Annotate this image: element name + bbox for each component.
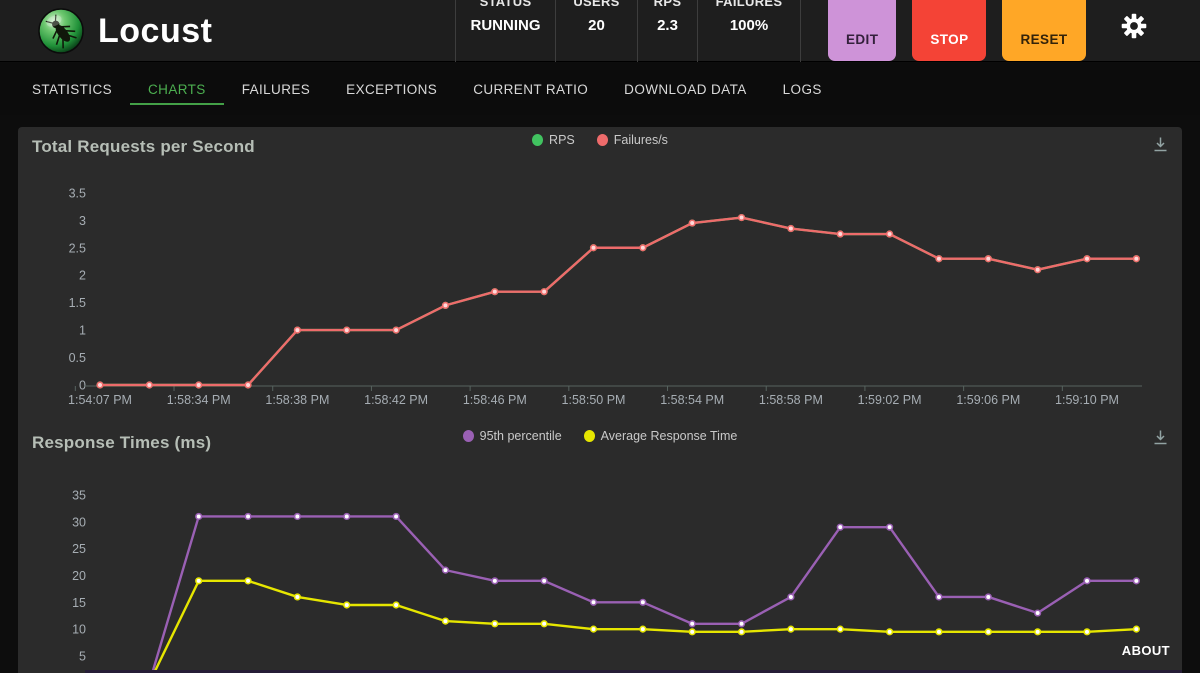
stop-button[interactable]: STOP xyxy=(912,0,987,61)
svg-text:1:58:50 PM: 1:58:50 PM xyxy=(562,393,626,407)
svg-text:0: 0 xyxy=(79,379,86,393)
chart-title: Total Requests per Second xyxy=(32,137,255,156)
locust-logo-icon xyxy=(38,8,84,54)
tab-charts[interactable]: CHARTS xyxy=(130,63,224,115)
download-chart-icon[interactable] xyxy=(1152,429,1169,446)
tab-failures[interactable]: FAILURES xyxy=(241,81,311,97)
about-link[interactable]: ABOUT xyxy=(1121,643,1170,658)
svg-text:2.5: 2.5 xyxy=(69,241,86,255)
legend-swatch xyxy=(583,430,595,442)
stat-status: STATUS RUNNING xyxy=(455,0,555,62)
legend-label: Failures/s xyxy=(613,133,668,147)
edit-button[interactable]: EDIT xyxy=(828,0,897,61)
chart-legend: RPS Failures/s xyxy=(18,133,1182,147)
stat-value: 20 xyxy=(588,17,605,34)
svg-text:1:58:58 PM: 1:58:58 PM xyxy=(759,393,823,407)
svg-text:30: 30 xyxy=(72,515,86,529)
svg-text:10: 10 xyxy=(72,623,86,637)
legend-label: RPS xyxy=(549,133,575,147)
requests-per-second-plot: 0 0.5 1 1.5 2 2.5 3 3.5 1:54:07 PM 1:58:34 PM 1:58… xyxy=(68,186,1142,407)
brand-title: Locust xyxy=(98,12,213,50)
response-times-plot: 5 10 15 20 25 30 35 xyxy=(72,488,1140,673)
stat-label: USERS xyxy=(573,0,620,9)
tab-exceptions[interactable]: EXCEPTIONS xyxy=(346,81,438,97)
chart-title: Response Times (ms) xyxy=(32,433,212,452)
svg-text:25: 25 xyxy=(72,542,86,556)
legend-swatch xyxy=(532,134,544,146)
legend-label: 95th percentile xyxy=(479,429,562,443)
chart-response-times: 5 10 15 20 25 30 35 Response Times (ms) 95th p… xyxy=(18,420,1182,673)
stat-label: STATUS xyxy=(479,0,532,9)
brand[interactable]: Locust xyxy=(38,8,212,54)
stats-bar: STATUS RUNNING USERS 20 RPS 2.3 FAILURES… xyxy=(455,0,801,62)
legend-swatch xyxy=(462,430,474,442)
svg-text:1:59:10 PM: 1:59:10 PM xyxy=(1055,393,1119,407)
stat-label: FAILURES xyxy=(715,0,783,9)
stat-value: 2.3 xyxy=(657,17,678,34)
stat-value: 100% xyxy=(729,17,769,34)
app-header: Locust STATUS RUNNING USERS 20 RPS 2.3 F… xyxy=(0,0,1200,62)
legend-swatch xyxy=(596,134,608,146)
svg-text:1:58:42 PM: 1:58:42 PM xyxy=(364,393,428,407)
stat-value: RUNNING xyxy=(470,17,541,34)
stat-rps: RPS 2.3 xyxy=(637,0,697,62)
svg-text:20: 20 xyxy=(72,569,86,583)
legend-item[interactable]: 95th percentile xyxy=(462,429,562,443)
download-chart-icon[interactable] xyxy=(1152,136,1169,153)
svg-text:1.5: 1.5 xyxy=(69,296,86,310)
svg-text:1:54:07 PM: 1:54:07 PM xyxy=(68,393,132,407)
tab-current-ratio[interactable]: CURRENT RATIO xyxy=(473,81,589,97)
legend-item[interactable]: Failures/s xyxy=(596,133,668,147)
svg-text:3.5: 3.5 xyxy=(69,186,86,200)
svg-text:3: 3 xyxy=(79,214,86,228)
svg-text:1: 1 xyxy=(79,324,86,338)
svg-text:2: 2 xyxy=(79,269,86,283)
svg-text:0.5: 0.5 xyxy=(69,351,86,365)
bottom-strip xyxy=(85,670,1182,673)
tab-download-data[interactable]: DOWNLOAD DATA xyxy=(624,81,747,97)
svg-text:1:58:54 PM: 1:58:54 PM xyxy=(660,393,724,407)
chart-legend: 95th percentile Average Response Time xyxy=(18,429,1182,443)
stat-users: USERS 20 xyxy=(555,0,637,62)
svg-text:1:59:06 PM: 1:59:06 PM xyxy=(956,393,1020,407)
svg-text:1:58:34 PM: 1:58:34 PM xyxy=(167,393,231,407)
svg-text:1:58:38 PM: 1:58:38 PM xyxy=(265,393,329,407)
legend-label: Average Response Time xyxy=(600,429,738,443)
svg-text:5: 5 xyxy=(79,649,86,663)
tab-logs[interactable]: LOGS xyxy=(782,81,822,97)
nav-tabs: STATISTICS CHARTS FAILURES EXCEPTIONS CU… xyxy=(0,63,1200,115)
svg-text:15: 15 xyxy=(72,596,86,610)
legend-item[interactable]: RPS xyxy=(532,133,575,147)
svg-text:1:59:02 PM: 1:59:02 PM xyxy=(858,393,922,407)
header-buttons: EDIT STOP RESET xyxy=(828,0,1086,61)
svg-text:1:58:46 PM: 1:58:46 PM xyxy=(463,393,527,407)
legend-item[interactable]: Average Response Time xyxy=(583,429,738,443)
settings-gear-icon[interactable] xyxy=(1121,13,1147,39)
svg-text:35: 35 xyxy=(72,488,86,502)
stat-label: RPS xyxy=(653,0,682,9)
tab-statistics[interactable]: STATISTICS xyxy=(32,81,113,97)
stat-failures: FAILURES 100% xyxy=(697,0,801,62)
charts-panel: 0 0.5 1 1.5 2 2.5 3 3.5 1:54:07 PM 1:58:34 PM 1:58… xyxy=(18,127,1182,673)
reset-button[interactable]: RESET xyxy=(1002,0,1086,61)
chart-total-requests: 0 0.5 1 1.5 2 2.5 3 3.5 1:54:07 PM 1:58:34 PM 1:58… xyxy=(18,127,1182,420)
